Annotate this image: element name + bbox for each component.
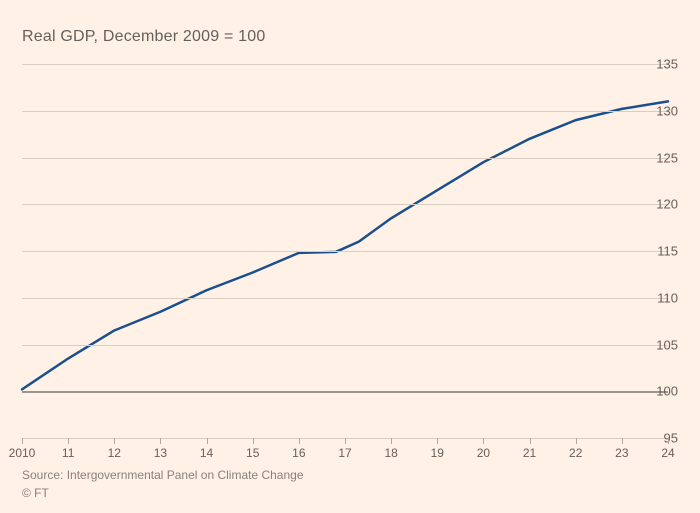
x-axis: 20101112131415161718192021222324	[22, 438, 668, 452]
x-tick-label: 16	[292, 446, 305, 460]
gridline	[22, 204, 668, 205]
x-tick-mark	[668, 438, 669, 444]
x-tick-mark	[68, 438, 69, 444]
gridline	[22, 251, 668, 252]
data-line	[22, 101, 668, 389]
x-tick-label: 13	[154, 446, 167, 460]
gridline	[22, 111, 668, 112]
y-tick-label: 120	[656, 197, 678, 212]
x-tick-label: 20	[477, 446, 490, 460]
gridline	[22, 64, 668, 65]
gridline	[22, 158, 668, 159]
x-tick-mark	[391, 438, 392, 444]
gridline	[22, 345, 668, 346]
chart-container: Real GDP, December 2009 = 100 9510010511…	[0, 0, 700, 513]
x-tick-mark	[437, 438, 438, 444]
x-tick-mark	[530, 438, 531, 444]
gridline	[22, 298, 668, 299]
y-tick-label: 125	[656, 150, 678, 165]
chart-subtitle: Real GDP, December 2009 = 100	[22, 28, 265, 46]
x-tick-mark	[253, 438, 254, 444]
x-tick-label: 14	[200, 446, 213, 460]
x-tick-label: 18	[384, 446, 397, 460]
copyright-text: © FT	[22, 486, 49, 500]
x-tick-mark	[160, 438, 161, 444]
x-tick-mark	[299, 438, 300, 444]
y-tick-label: 135	[656, 57, 678, 72]
x-tick-mark	[345, 438, 346, 444]
x-tick-mark	[22, 438, 23, 444]
y-tick-label: 100	[656, 384, 678, 399]
x-tick-label: 24	[661, 446, 674, 460]
y-tick-label: 115	[657, 244, 678, 259]
x-tick-mark	[483, 438, 484, 444]
x-tick-label: 19	[431, 446, 444, 460]
x-tick-mark	[207, 438, 208, 444]
source-text: Source: Intergovernmental Panel on Clima…	[22, 468, 304, 482]
plot-area: 95100105110115120125130135	[22, 64, 668, 438]
x-tick-mark	[576, 438, 577, 444]
x-tick-mark	[114, 438, 115, 444]
x-tick-label: 22	[569, 446, 582, 460]
y-tick-label: 110	[657, 290, 678, 305]
y-tick-label: 105	[656, 337, 678, 352]
x-tick-label: 15	[246, 446, 259, 460]
x-tick-label: 21	[523, 446, 536, 460]
x-tick-mark	[622, 438, 623, 444]
x-tick-label: 23	[615, 446, 628, 460]
x-tick-label: 2010	[9, 446, 36, 460]
x-tick-label: 12	[108, 446, 121, 460]
y-tick-label: 130	[656, 103, 678, 118]
baseline-gridline	[22, 391, 668, 393]
x-tick-label: 17	[338, 446, 351, 460]
x-tick-label: 11	[62, 446, 74, 460]
